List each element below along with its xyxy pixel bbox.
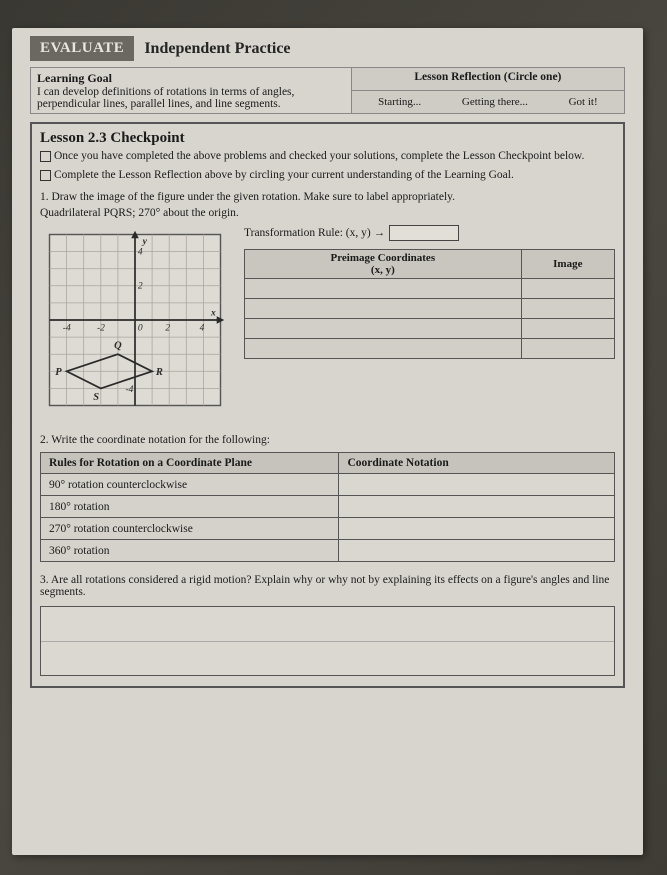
table-cell[interactable]	[521, 319, 614, 339]
rule-row: 360° rotation	[41, 540, 339, 562]
q2-prompt: 2. Write the coordinate notation for the…	[40, 434, 615, 446]
svg-text:-4: -4	[63, 323, 71, 333]
svg-text:P: P	[55, 367, 62, 378]
svg-text:0: 0	[138, 323, 143, 333]
image-header: Image	[521, 250, 614, 279]
q1-right-col: Transformation Rule: (x, y) → Preimage C…	[244, 225, 615, 359]
notation-cell[interactable]	[339, 474, 615, 496]
table-cell[interactable]	[245, 339, 522, 359]
reflection-header-cell: Lesson Reflection (Circle one)	[351, 68, 624, 91]
q1-row: -4 -2 0 2 4 4 2 -4 y x P Q R S	[40, 225, 615, 420]
worksheet-page: EVALUATE Independent Practice Learning G…	[12, 28, 643, 855]
reflection-options-cell: Starting... Getting there... Got it!	[351, 91, 624, 114]
rotation-rules-table: Rules for Rotation on a Coordinate Plane…	[40, 452, 615, 562]
table-cell[interactable]	[245, 279, 522, 299]
svg-text:x: x	[210, 308, 216, 318]
evaluate-badge: EVALUATE	[30, 36, 134, 61]
notation-header: Coordinate Notation	[339, 453, 615, 474]
learning-goal-table: Learning Goal I can develop definitions …	[30, 67, 625, 114]
q3-answer-box[interactable]	[40, 606, 615, 676]
rule-row: 90° rotation counterclockwise	[41, 474, 339, 496]
svg-text:2: 2	[138, 282, 143, 292]
reflection-option[interactable]: Getting there...	[462, 96, 528, 108]
table-cell[interactable]	[245, 319, 522, 339]
svg-text:-2: -2	[97, 323, 105, 333]
reflection-title: Lesson Reflection (Circle one)	[358, 71, 618, 85]
rule-blank-input[interactable]	[389, 225, 459, 241]
svg-text:4: 4	[200, 323, 205, 333]
rule-row: 270° rotation counterclockwise	[41, 518, 339, 540]
checkpoint-title: Lesson 2.3 Checkpoint	[40, 130, 615, 147]
q3-prompt: 3. Are all rotations considered a rigid …	[40, 574, 615, 598]
page-subtitle: Independent Practice	[144, 40, 290, 58]
svg-text:2: 2	[165, 323, 170, 333]
page-header: EVALUATE Independent Practice	[30, 36, 625, 61]
rule-row: 180° rotation	[41, 496, 339, 518]
svg-text:y: y	[142, 237, 148, 247]
reflection-option[interactable]: Starting...	[378, 96, 421, 108]
q1-prompt: 1. Draw the image of the figure under th…	[40, 191, 615, 203]
notation-cell[interactable]	[339, 496, 615, 518]
table-cell[interactable]	[521, 339, 614, 359]
svg-text:R: R	[155, 367, 163, 378]
q1-sub: Quadrilateral PQRS; 270° about the origi…	[40, 207, 615, 219]
svg-text:4: 4	[138, 247, 143, 257]
svg-text:Q: Q	[114, 341, 122, 352]
transformation-rule: Transformation Rule: (x, y) →	[244, 225, 615, 241]
preimage-header: Preimage Coordinates (x, y)	[245, 250, 522, 279]
learning-goal-title: Learning Goal	[37, 71, 345, 86]
checkpoint-box: Lesson 2.3 Checkpoint Once you have comp…	[30, 122, 625, 688]
reflection-option[interactable]: Got it!	[569, 96, 598, 108]
table-cell[interactable]	[521, 299, 614, 319]
coordinate-grid: -4 -2 0 2 4 4 2 -4 y x P Q R S	[40, 225, 230, 420]
learning-goal-text: I can develop definitions of rotations i…	[37, 86, 345, 110]
preimage-table: Preimage Coordinates (x, y) Image	[244, 249, 615, 359]
svg-text:-4: -4	[126, 385, 134, 395]
learning-goal-cell: Learning Goal I can develop definitions …	[31, 68, 352, 114]
notation-cell[interactable]	[339, 518, 615, 540]
rule-label: Transformation Rule: (x, y) →	[244, 227, 385, 239]
rules-header: Rules for Rotation on a Coordinate Plane	[41, 453, 339, 474]
checkpoint-item: Once you have completed the above proble…	[40, 149, 615, 165]
table-cell[interactable]	[245, 299, 522, 319]
checkpoint-item: Complete the Lesson Reflection above by …	[40, 168, 615, 184]
table-cell[interactable]	[521, 279, 614, 299]
svg-text:S: S	[93, 392, 99, 403]
notation-cell[interactable]	[339, 540, 615, 562]
